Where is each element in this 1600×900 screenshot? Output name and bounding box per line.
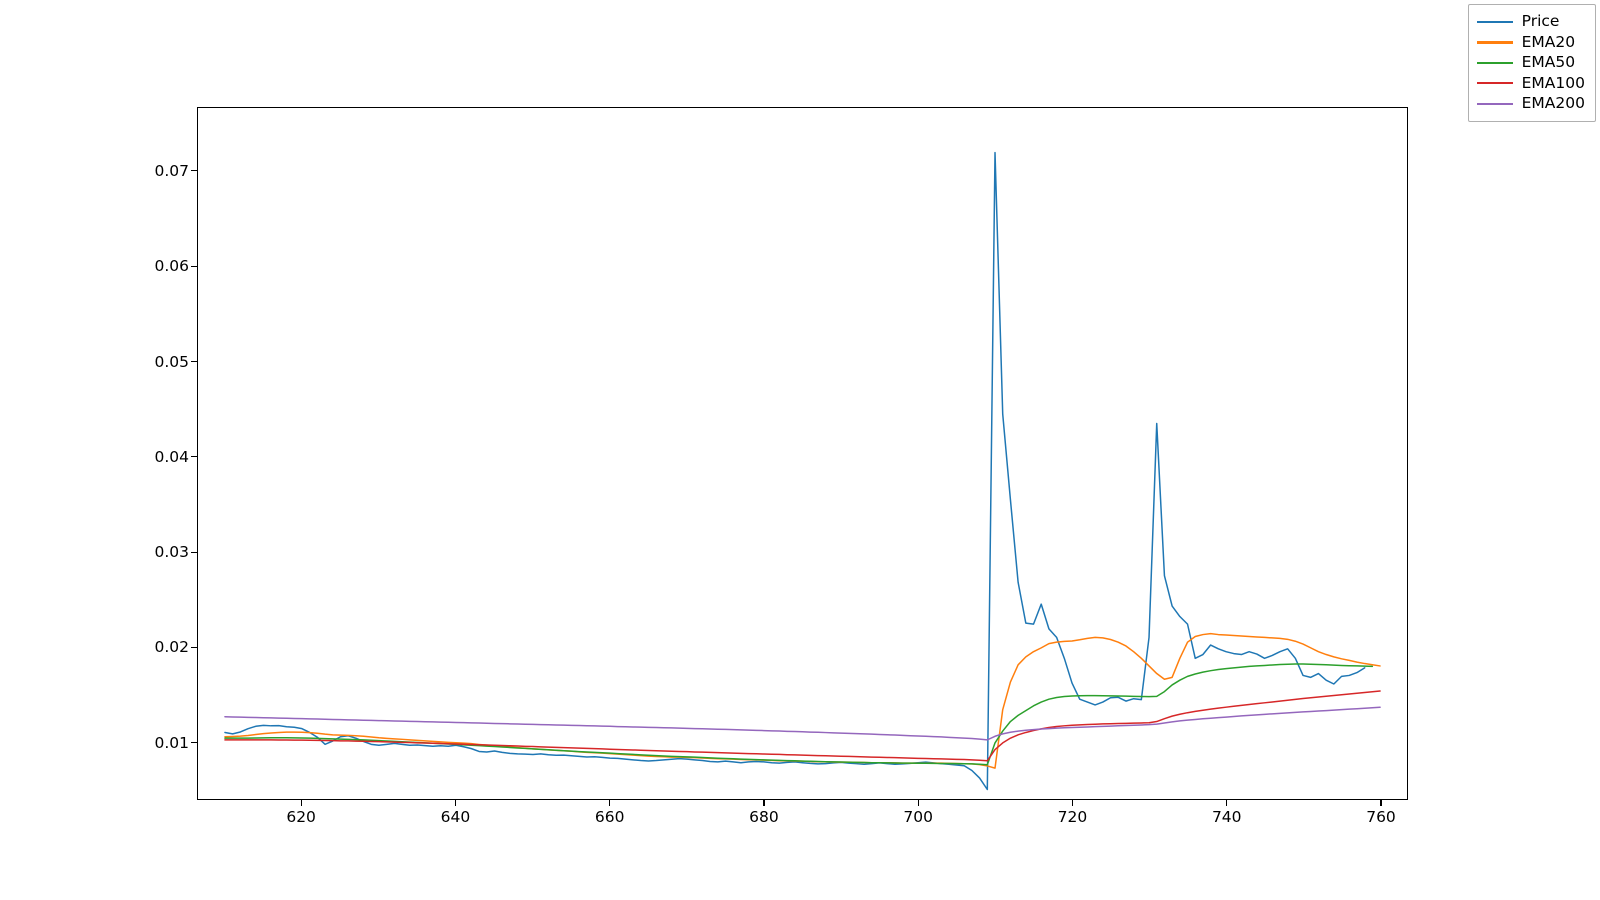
legend-swatch-icon — [1476, 61, 1513, 65]
y-tick-label: 0.02 — [154, 638, 189, 657]
legend-item[interactable]: EMA100 — [1476, 73, 1585, 93]
x-tick-label: 620 — [286, 808, 316, 826]
series-line-ema100 — [225, 691, 1380, 761]
legend-label: Price — [1521, 12, 1560, 31]
series-line-ema200 — [225, 707, 1380, 740]
y-tick-label: 0.04 — [154, 447, 189, 466]
series-line-ema20 — [225, 634, 1380, 768]
legend-item[interactable]: EMA50 — [1476, 53, 1585, 73]
x-tick-mark — [917, 800, 919, 806]
x-tick-mark — [454, 800, 456, 806]
x-tick-label: 680 — [749, 808, 779, 826]
x-tick-mark — [1226, 800, 1228, 806]
legend-item[interactable]: EMA20 — [1476, 32, 1585, 52]
x-tick-label: 720 — [1057, 808, 1088, 826]
y-tick-label: 0.06 — [154, 257, 189, 276]
x-tick-label: 740 — [1211, 808, 1242, 826]
legend-item[interactable]: EMA200 — [1476, 94, 1585, 114]
series-line-price — [225, 153, 1365, 790]
plot-area — [197, 107, 1408, 800]
x-tick-mark — [763, 800, 765, 806]
legend-label: EMA20 — [1521, 32, 1576, 51]
y-tick-mark — [191, 742, 197, 744]
legend-swatch-icon — [1476, 21, 1513, 24]
y-tick-mark — [191, 265, 197, 267]
legend-label: EMA200 — [1521, 94, 1585, 112]
x-tick-mark — [609, 800, 611, 806]
x-tick-label: 700 — [903, 808, 933, 826]
x-tick-label: 640 — [440, 808, 471, 826]
plot-svg — [198, 108, 1407, 799]
chart-legend: Price EMA20 EMA50 EMA100 EMA200 — [1467, 4, 1596, 122]
y-tick-mark — [191, 456, 197, 458]
legend-label: EMA100 — [1521, 73, 1585, 92]
x-tick-mark — [1380, 800, 1382, 806]
y-tick-label: 0.01 — [154, 733, 189, 752]
y-tick-label: 0.03 — [154, 543, 189, 562]
y-tick-mark — [191, 646, 197, 649]
x-tick-label: 660 — [594, 808, 625, 826]
legend-swatch-icon — [1476, 41, 1513, 44]
legend-swatch-icon — [1476, 102, 1513, 105]
x-tick-mark — [1071, 800, 1074, 806]
y-tick-mark — [191, 551, 197, 553]
y-tick-mark — [191, 170, 197, 172]
legend-label: EMA50 — [1521, 53, 1576, 72]
x-tick-label: 760 — [1366, 808, 1396, 826]
y-tick-label: 0.07 — [154, 161, 189, 180]
y-tick-label: 0.05 — [154, 352, 189, 371]
x-tick-mark — [300, 800, 302, 806]
series-line-ema50 — [225, 664, 1372, 765]
legend-swatch-icon — [1476, 82, 1513, 85]
legend-item[interactable]: Price — [1476, 12, 1585, 32]
y-tick-mark — [191, 360, 197, 363]
